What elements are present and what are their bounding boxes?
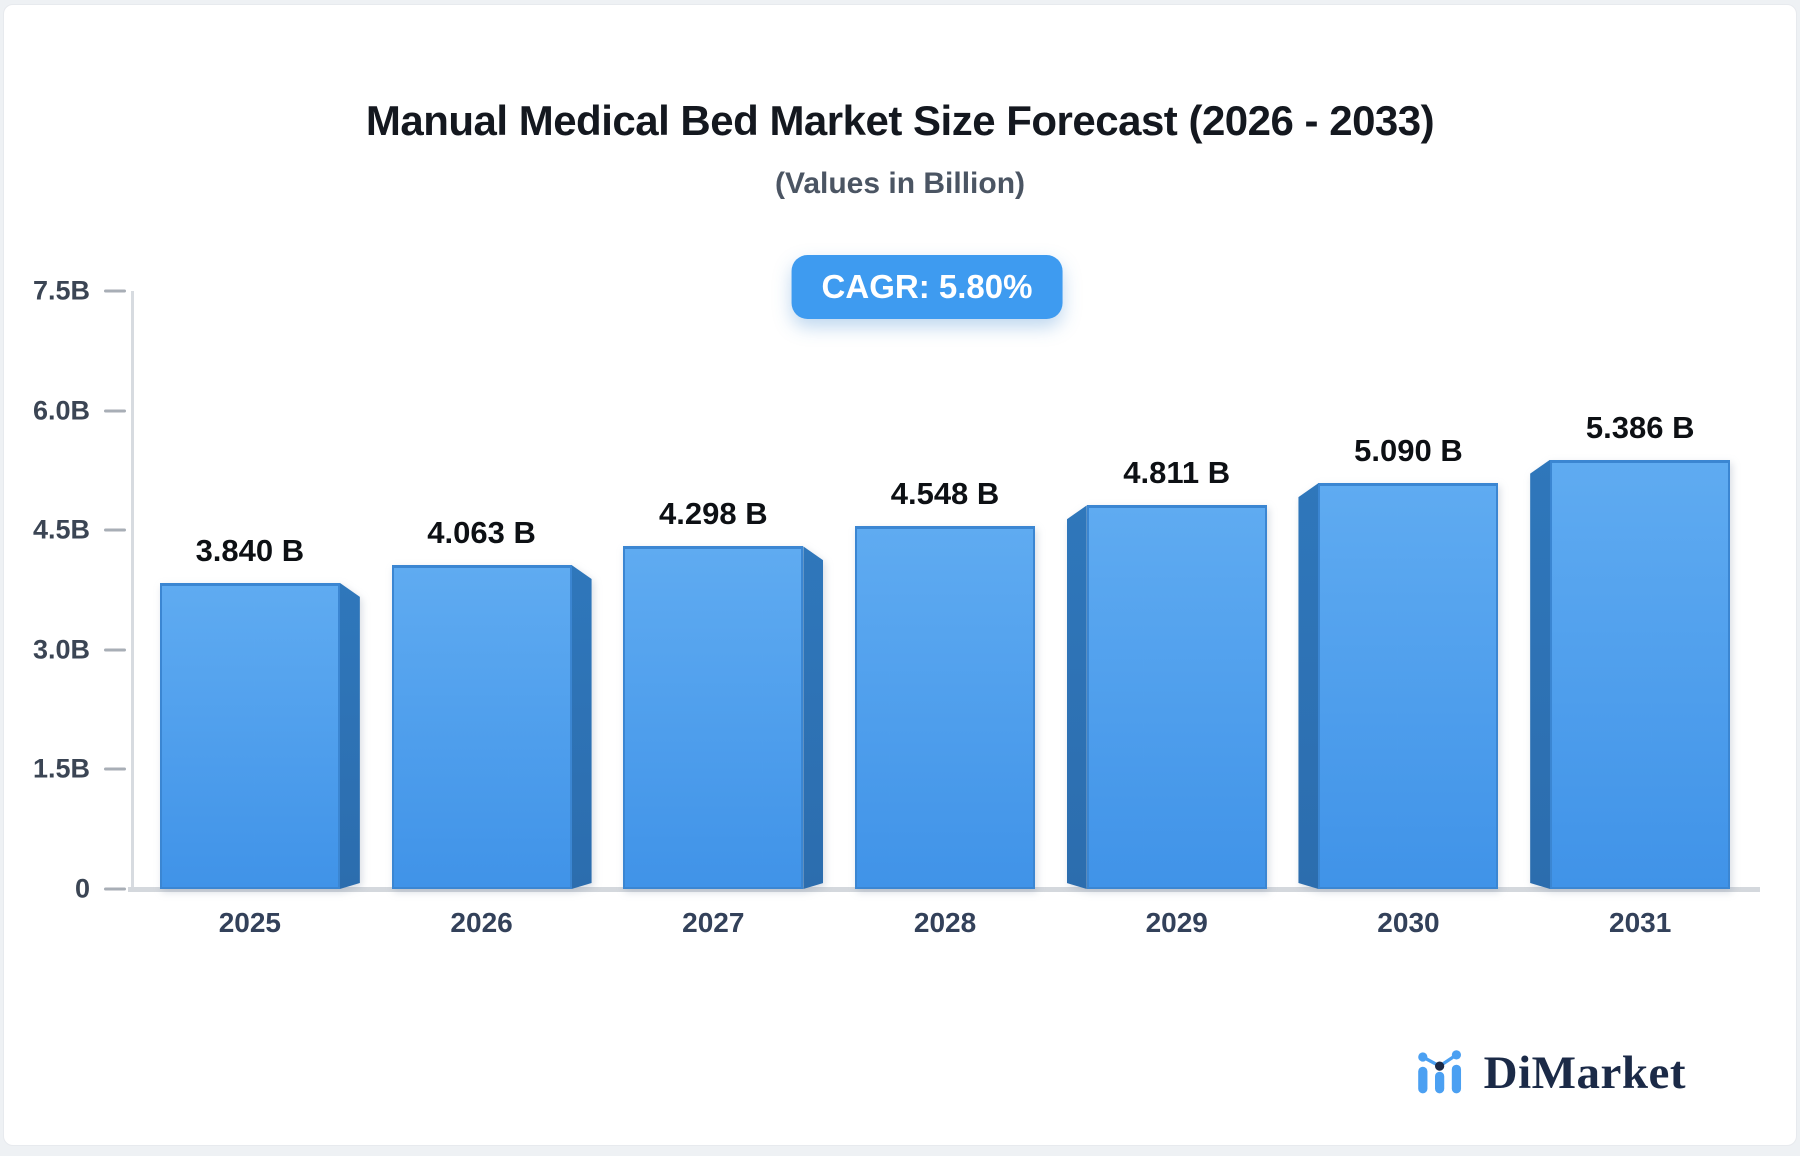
bar-side-face <box>1530 460 1550 889</box>
bar-value-label: 5.090 B <box>1354 433 1463 469</box>
bar-front-face <box>159 582 340 889</box>
bar-chart: 3.840 B 2025 4.063 B 2026 4.298 B 2027 4… <box>33 276 1760 938</box>
bar-column: 5.386 B 2031 <box>1524 291 1756 938</box>
bar-value-label: 4.548 B <box>890 476 1000 512</box>
y-axis-tick-dash <box>104 887 126 891</box>
bar <box>1087 505 1267 889</box>
y-axis-tick-label: 6.0B <box>32 395 90 426</box>
y-axis-tick: 4.5B <box>33 515 134 546</box>
chart-subtitle: (Values in Billion) <box>774 167 1026 200</box>
x-axis-label: 2027 <box>682 907 745 938</box>
bar-value-label: 3.840 B <box>195 532 305 568</box>
y-axis-tick-label: 1.5B <box>32 753 90 784</box>
bar <box>1318 483 1499 889</box>
y-axis-tick: 7.5B <box>33 276 134 307</box>
x-axis-label: 2026 <box>450 907 513 938</box>
bar-column: 4.063 B 2026 <box>366 291 598 938</box>
y-axis-tick: 1.5B <box>33 754 134 785</box>
bar-front-face <box>855 526 1036 889</box>
bar-column: 5.090 B 2030 <box>1293 291 1525 938</box>
bar-chart-icon <box>1417 1050 1461 1094</box>
x-axis-label: 2028 <box>913 907 977 938</box>
bar-front-face <box>391 565 572 889</box>
x-axis-label: 2031 <box>1609 907 1672 938</box>
columns: 3.840 B 2025 4.063 B 2026 4.298 B 2027 4… <box>134 291 1756 938</box>
bar-value-label: 4.811 B <box>1123 455 1231 491</box>
bar-column: 3.840 B 2025 <box>134 291 366 938</box>
y-axis-tick-label: 3.0B <box>32 634 90 665</box>
bar <box>391 565 572 889</box>
bar-column: 4.811 B 2029 <box>1061 291 1293 938</box>
bar <box>159 582 340 889</box>
bar-front-face <box>1550 459 1731 889</box>
bar-side-face <box>1067 505 1087 889</box>
bar-value-label: 5.386 B <box>1585 409 1695 445</box>
bar-side-face <box>340 583 360 889</box>
y-axis-tick-dash <box>104 289 126 293</box>
x-axis-label: 2030 <box>1377 907 1440 938</box>
brand-logo: DiMarket <box>1414 1045 1686 1097</box>
bar-side-face <box>1298 483 1318 889</box>
chart-title: Manual Medical Bed Market Size Forecast … <box>365 97 1435 144</box>
bar-value-label: 4.063 B <box>427 515 536 551</box>
y-axis-tick: 0 <box>75 874 134 905</box>
bar-value-label: 4.298 B <box>659 496 768 532</box>
bar <box>1550 459 1731 889</box>
chart-card: Manual Medical Bed Market Size Forecast … <box>3 4 1797 1146</box>
bar-column: 4.298 B 2027 <box>597 291 829 938</box>
bar-front-face <box>1086 505 1267 889</box>
x-axis-baseline <box>128 887 1760 892</box>
bar-side-face <box>572 565 592 889</box>
bar-column: 4.548 B 2028 <box>829 291 1061 938</box>
bar-side-face <box>803 546 823 889</box>
x-axis-label: 2029 <box>1145 907 1208 938</box>
bar-front-face <box>1318 483 1499 889</box>
brand-name: DiMarket <box>1483 1047 1686 1099</box>
y-axis-tick-label: 7.5B <box>32 275 90 306</box>
y-axis-tick-dash <box>104 528 126 532</box>
cagr-badge-label: CAGR: 5.80% <box>821 268 1033 305</box>
bar <box>855 526 1036 889</box>
bar <box>623 546 803 889</box>
y-axis-tick-dash <box>104 767 126 771</box>
cagr-badge: CAGR: 5.80% <box>791 255 1063 319</box>
y-axis-tick: 6.0B <box>33 395 134 426</box>
y-axis-tick-label: 4.5B <box>32 514 90 545</box>
x-axis-label: 2025 <box>218 907 282 938</box>
y-axis-tick-label: 0 <box>74 873 90 904</box>
y-axis-tick-dash <box>104 648 126 652</box>
bar-front-face <box>623 546 804 889</box>
y-axis-tick-dash <box>104 409 126 413</box>
y-axis-tick: 3.0B <box>33 634 134 665</box>
